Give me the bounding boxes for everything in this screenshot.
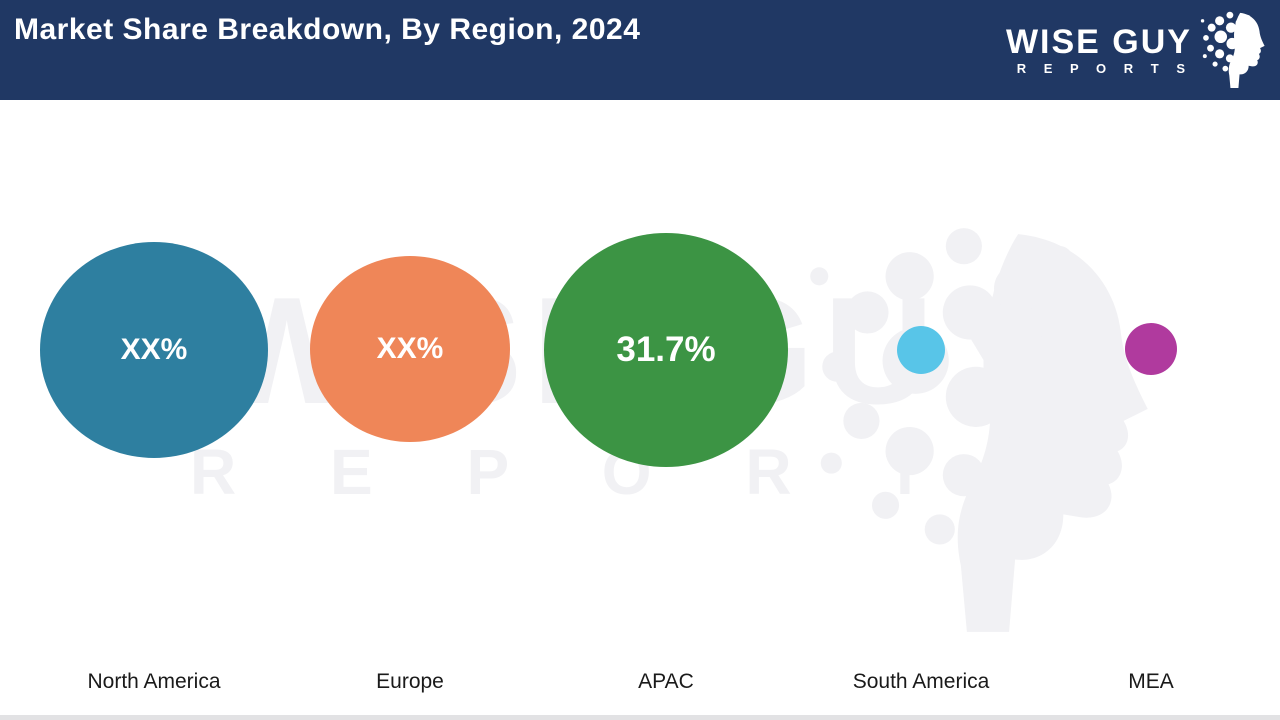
page-title: Market Share Breakdown, By Region, 2024 bbox=[14, 13, 641, 46]
category-label-europe: Europe bbox=[376, 670, 444, 693]
chart-area: WISE GUY R E P O R T S XX% XX% 31.7% Nor… bbox=[0, 100, 1280, 720]
category-label-mea: MEA bbox=[1128, 670, 1174, 693]
bubble-value-label: XX% bbox=[120, 333, 188, 366]
bubble-north-america: XX% bbox=[40, 242, 268, 458]
watermark-head-icon bbox=[795, 210, 1187, 662]
logo-subtitle: R E P O R T S bbox=[1016, 61, 1192, 77]
category-label-apac: APAC bbox=[638, 670, 694, 693]
bubble-mea bbox=[1125, 323, 1177, 375]
header: Market Share Breakdown, By Region, 2024 … bbox=[0, 0, 1280, 100]
bubble-apac: 31.7% bbox=[544, 233, 788, 467]
bubble-europe: XX% bbox=[310, 256, 510, 442]
category-label-south-america: South America bbox=[852, 670, 990, 693]
category-label-north-america: North America bbox=[87, 670, 221, 693]
bottom-divider bbox=[0, 715, 1280, 720]
bubble-south-america bbox=[897, 326, 945, 374]
logo: WISE GUY R E P O R T S bbox=[1006, 0, 1280, 94]
bubble-value-label: 31.7% bbox=[616, 330, 716, 369]
bubble-value-label: XX% bbox=[376, 332, 444, 365]
logo-wordmark: WISE GUY bbox=[1005, 23, 1192, 62]
logo-text: WISE GUY R E P O R T S bbox=[1006, 25, 1192, 76]
logo-head-icon bbox=[1198, 8, 1272, 94]
